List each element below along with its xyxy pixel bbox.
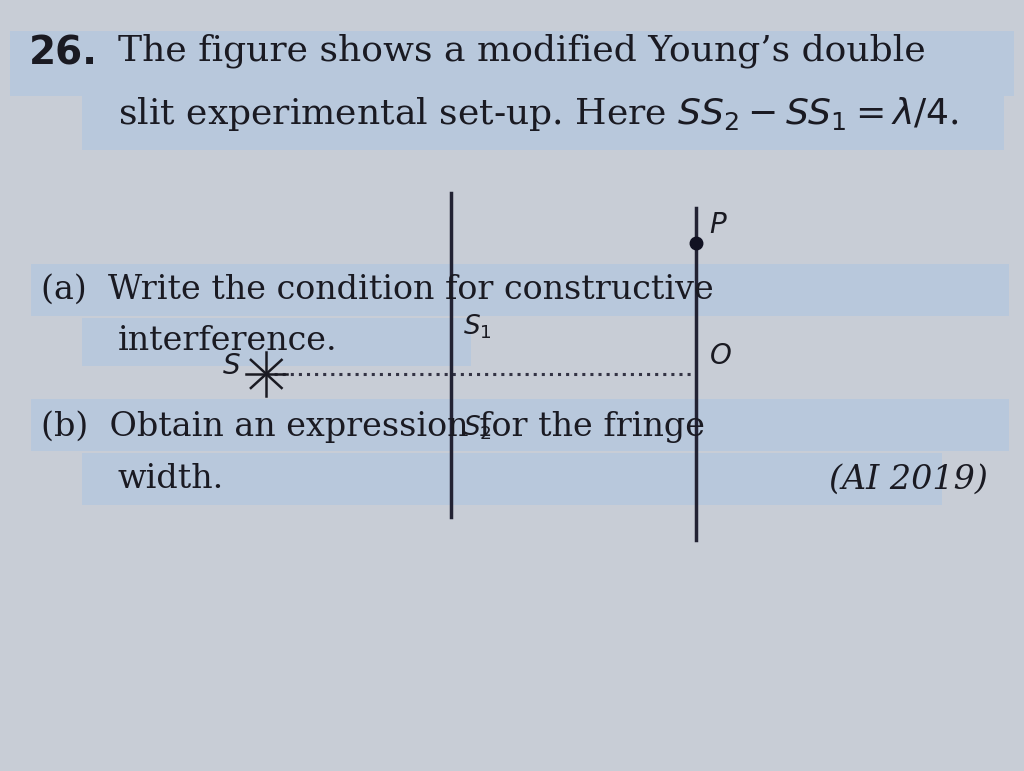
Text: (b)  Obtain an expression for the fringe: (b) Obtain an expression for the fringe [41, 410, 705, 443]
Text: interference.: interference. [118, 325, 337, 358]
Text: $S_2$: $S_2$ [463, 413, 492, 442]
FancyBboxPatch shape [31, 399, 1009, 451]
Text: width.: width. [118, 463, 224, 496]
FancyBboxPatch shape [82, 318, 471, 366]
FancyBboxPatch shape [82, 95, 1004, 150]
Text: $S_1$: $S_1$ [463, 312, 492, 341]
FancyBboxPatch shape [82, 453, 942, 505]
Text: (a)  Write the condition for constructive: (a) Write the condition for constructive [41, 274, 714, 306]
FancyBboxPatch shape [10, 31, 1014, 96]
Text: slit experimental set-up. Here $SS_2 - SS_1 = \lambda/4$.: slit experimental set-up. Here $SS_2 - S… [118, 95, 958, 133]
FancyBboxPatch shape [31, 264, 1009, 316]
Text: (AI 2019): (AI 2019) [829, 463, 988, 496]
Text: 26.: 26. [29, 35, 97, 72]
Text: $P$: $P$ [709, 212, 727, 239]
Text: $S$: $S$ [222, 352, 241, 380]
Text: $O$: $O$ [709, 343, 731, 370]
Text: The figure shows a modified Young’s double: The figure shows a modified Young’s doub… [118, 33, 926, 68]
